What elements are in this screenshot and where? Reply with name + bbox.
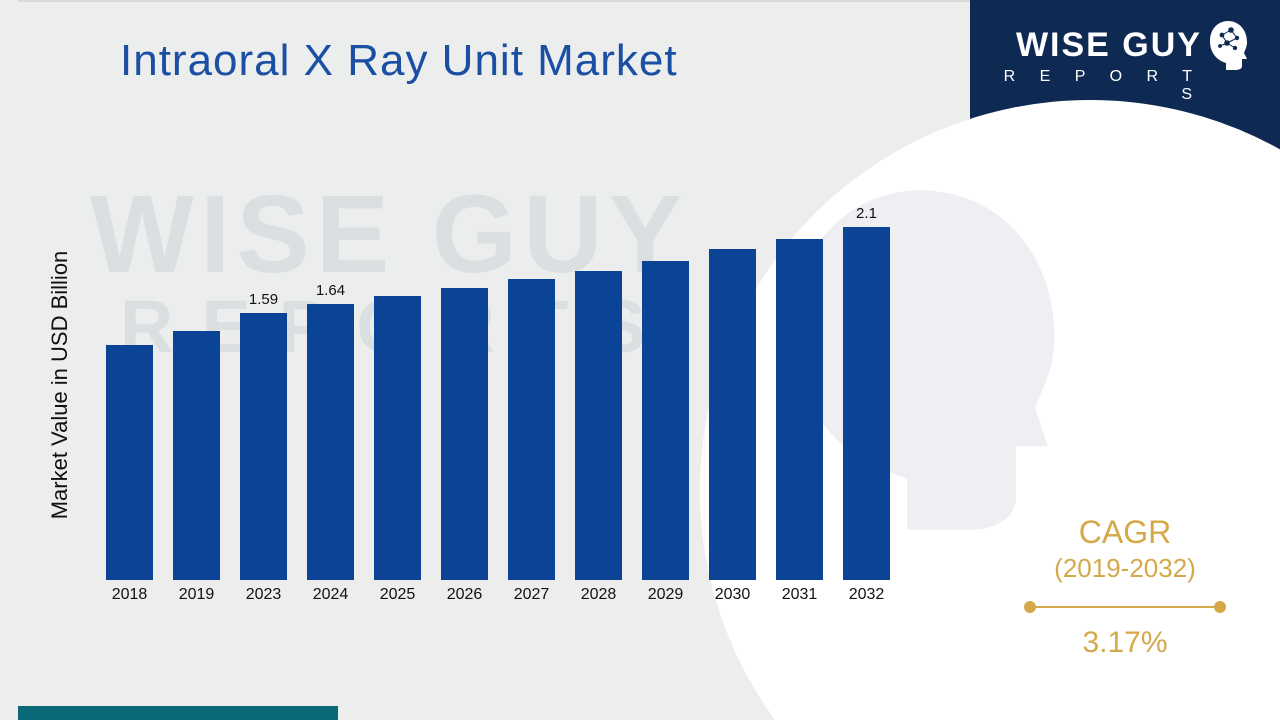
cagr-value: 3.17% — [1010, 626, 1240, 660]
x-tick: 2024 — [297, 580, 364, 610]
bar-chart: Market Value in USD Billion 1.591.642.1 … — [80, 160, 900, 610]
bar — [441, 288, 488, 580]
x-tick: 2032 — [833, 580, 900, 610]
bar-slot — [632, 160, 699, 580]
bar-value-label: 2.1 — [856, 205, 877, 222]
bar-slot — [96, 160, 163, 580]
y-axis-label: Market Value in USD Billion — [47, 251, 73, 520]
x-tick: 2031 — [766, 580, 833, 610]
bottom-accent-bar — [18, 706, 338, 720]
bar — [642, 261, 689, 580]
x-tick: 2025 — [364, 580, 431, 610]
bar: 2.1 — [843, 227, 890, 580]
bars-container: 1.59 1.64 2.1 — [96, 160, 900, 580]
x-axis: 2018201920232024202520262027202820292030… — [96, 580, 900, 610]
bar — [374, 296, 421, 580]
bar — [106, 345, 153, 580]
logo-text: WISE GUY — [1016, 26, 1202, 65]
x-tick: 2023 — [230, 580, 297, 610]
bar — [709, 249, 756, 580]
bar-slot: 1.59 — [230, 160, 297, 580]
x-tick: 2026 — [431, 580, 498, 610]
bar-slot: 2.1 — [833, 160, 900, 580]
report-canvas: WISE GUY REPORTS Intraoral X Ray Unit Ma… — [0, 0, 1280, 720]
bar-slot — [364, 160, 431, 580]
x-tick: 2028 — [565, 580, 632, 610]
brand-logo: WISE GUY R E P O R T S — [990, 20, 1250, 110]
bar-slot — [431, 160, 498, 580]
logo-line1: WISE GUY — [990, 20, 1250, 70]
cagr-label: CAGR — [1010, 514, 1240, 551]
x-tick: 2019 — [163, 580, 230, 610]
cagr-box: CAGR (2019-2032) 3.17% — [1010, 514, 1240, 660]
x-tick: 2029 — [632, 580, 699, 610]
head-icon — [1206, 20, 1250, 70]
bar — [776, 239, 823, 580]
logo-line2: R E P O R T S — [990, 68, 1202, 104]
bar — [508, 279, 555, 580]
cagr-divider — [1030, 606, 1220, 608]
x-tick: 2018 — [96, 580, 163, 610]
bar: 1.59 — [240, 313, 287, 580]
bar-slot — [498, 160, 565, 580]
bar — [173, 331, 220, 580]
bar — [575, 271, 622, 580]
bar-slot — [565, 160, 632, 580]
bar-slot — [699, 160, 766, 580]
cagr-years: (2019-2032) — [1010, 553, 1240, 584]
chart-title: Intraoral X Ray Unit Market — [120, 36, 678, 86]
bar-value-label: 1.64 — [316, 282, 345, 299]
bar-slot — [766, 160, 833, 580]
bar-value-label: 1.59 — [249, 291, 278, 308]
x-tick: 2027 — [498, 580, 565, 610]
bar-slot: 1.64 — [297, 160, 364, 580]
bar: 1.64 — [307, 304, 354, 580]
x-tick: 2030 — [699, 580, 766, 610]
plot-area: 1.59 1.64 2.1 — [96, 160, 900, 580]
bar-slot — [163, 160, 230, 580]
